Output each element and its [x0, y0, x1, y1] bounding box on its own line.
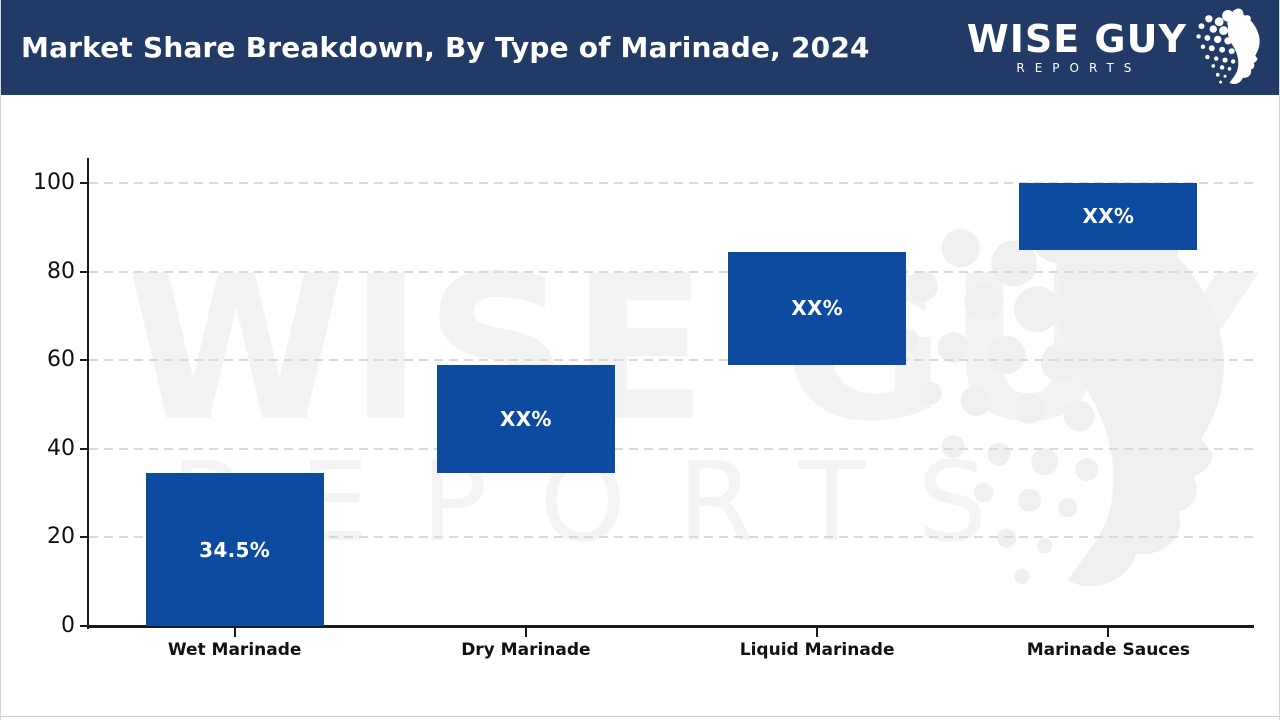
x-axis-line: [87, 625, 1254, 628]
gridline: [89, 447, 1254, 450]
bar-value-label: 34.5%: [199, 537, 271, 562]
y-tick-label: 40: [47, 435, 75, 461]
logo-subtitle: REPORTS: [1016, 61, 1142, 75]
gridline: [89, 359, 1254, 362]
x-category-label: Marinade Sauces: [1026, 640, 1191, 660]
chart-region: WISE GUY REPORTS 0 20 40 60 80 100 34.5% Wet Ma…: [1, 95, 1279, 720]
wiseguy-logo: WISE GUY REPORTS: [967, 7, 1279, 88]
x-category-label: Liquid Marinade: [739, 640, 895, 660]
y-tick-mark: [80, 447, 87, 450]
y-tick-mark: [80, 182, 87, 185]
report-header: Market Share Breakdown, By Type of Marin…: [1, 0, 1279, 95]
x-tick-mark: [233, 628, 236, 637]
bar: XX%: [436, 364, 615, 474]
bar: XX%: [1019, 183, 1198, 250]
bar-value-label: XX%: [499, 407, 552, 432]
y-tick-mark: [80, 270, 87, 273]
x-tick-mark: [816, 628, 819, 637]
y-tick-label: 20: [47, 524, 75, 550]
bar-value-label: XX%: [791, 296, 844, 321]
y-tick-label: 60: [47, 347, 75, 373]
y-tick-mark: [80, 359, 87, 362]
gridline: [89, 182, 1254, 185]
bar: XX%: [728, 251, 907, 365]
y-tick-mark: [80, 536, 87, 539]
bar: 34.5%: [145, 473, 324, 626]
gridline: [89, 536, 1254, 539]
x-tick-mark: [524, 628, 527, 637]
y-tick-label: 100: [33, 170, 75, 196]
chart-title: Market Share Breakdown, By Type of Marin…: [21, 31, 870, 64]
bar-value-label: XX%: [1082, 204, 1135, 229]
x-category-label: Wet Marinade: [167, 640, 302, 660]
gridline: [89, 270, 1254, 273]
y-tick-mark: [80, 625, 87, 627]
logo-wordmark: WISE GUY: [966, 17, 1187, 61]
y-axis-line: [87, 158, 89, 629]
plot-area: 0 20 40 60 80 100 34.5% Wet Marinade XX% Dry Mari…: [1, 95, 1279, 720]
x-tick-mark: [1107, 628, 1110, 637]
x-category-label: Dry Marinade: [461, 640, 591, 660]
y-tick-label: 80: [47, 258, 75, 284]
bottom-rule: [1, 716, 1279, 717]
wiseguy-face-icon: [1191, 7, 1265, 88]
wiseguy-logo-text: WISE GUY REPORTS: [967, 20, 1187, 75]
y-tick-label: 0: [61, 613, 75, 638]
